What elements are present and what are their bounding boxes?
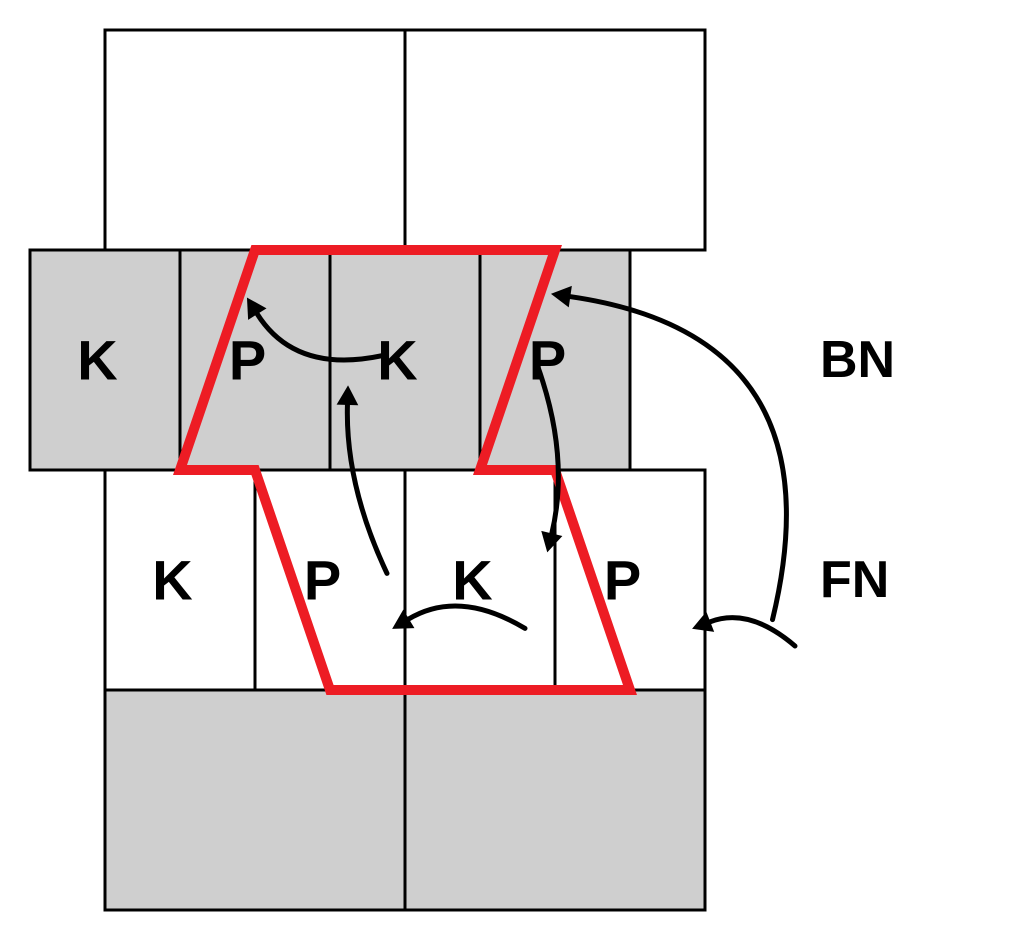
grid-cell: [405, 690, 705, 910]
grid-cell: [405, 30, 705, 250]
cell-label: P: [529, 329, 566, 392]
side-label: BN: [820, 331, 895, 389]
grid: [30, 30, 705, 910]
arrow: [710, 618, 795, 646]
cell-label: K: [77, 329, 117, 392]
cell-label: P: [229, 329, 266, 392]
grid-cell: [105, 30, 405, 250]
side-label: FN: [820, 551, 889, 609]
grid-cell: [105, 690, 405, 910]
cell-label: P: [604, 549, 641, 612]
cell-label: P: [304, 549, 341, 612]
cell-label: K: [377, 329, 417, 392]
cell-label: K: [152, 549, 192, 612]
cell-label: K: [452, 549, 492, 612]
